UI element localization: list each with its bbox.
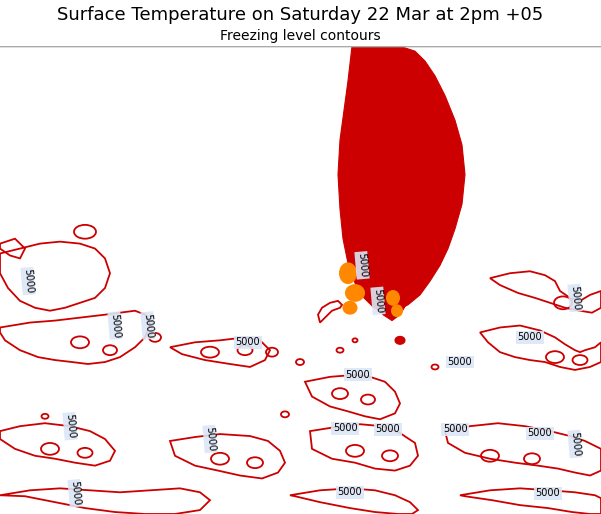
Text: 5000: 5000 [236, 337, 260, 347]
Text: 5000: 5000 [142, 313, 154, 338]
Ellipse shape [386, 290, 400, 306]
Text: 5000: 5000 [109, 313, 121, 338]
Text: 5000: 5000 [204, 426, 216, 452]
Text: 5000: 5000 [356, 252, 368, 278]
Text: 5000: 5000 [333, 423, 358, 433]
Text: 5000: 5000 [517, 333, 542, 342]
Text: 5000: 5000 [528, 428, 552, 438]
Polygon shape [305, 46, 465, 313]
Text: 5000: 5000 [448, 357, 472, 367]
Text: 5000: 5000 [372, 288, 384, 314]
Text: 5000: 5000 [376, 424, 400, 434]
Text: Surface Temperature on Saturday 22 Mar at 2pm +05: Surface Temperature on Saturday 22 Mar a… [57, 6, 544, 24]
Text: 5000: 5000 [64, 413, 76, 439]
Text: 5000: 5000 [69, 481, 81, 506]
Ellipse shape [339, 262, 357, 284]
Ellipse shape [395, 336, 405, 344]
Ellipse shape [343, 301, 358, 315]
Ellipse shape [345, 284, 365, 302]
Polygon shape [375, 271, 408, 321]
Text: 5000: 5000 [346, 370, 370, 380]
Text: Freezing level contours: Freezing level contours [220, 29, 381, 43]
Text: 5000: 5000 [535, 488, 560, 498]
Ellipse shape [391, 304, 403, 317]
Text: 5000: 5000 [338, 487, 362, 497]
Text: 5000: 5000 [569, 431, 581, 456]
Text: 5000: 5000 [569, 285, 581, 310]
Text: 5000: 5000 [22, 268, 34, 294]
Text: 5000: 5000 [443, 424, 468, 434]
